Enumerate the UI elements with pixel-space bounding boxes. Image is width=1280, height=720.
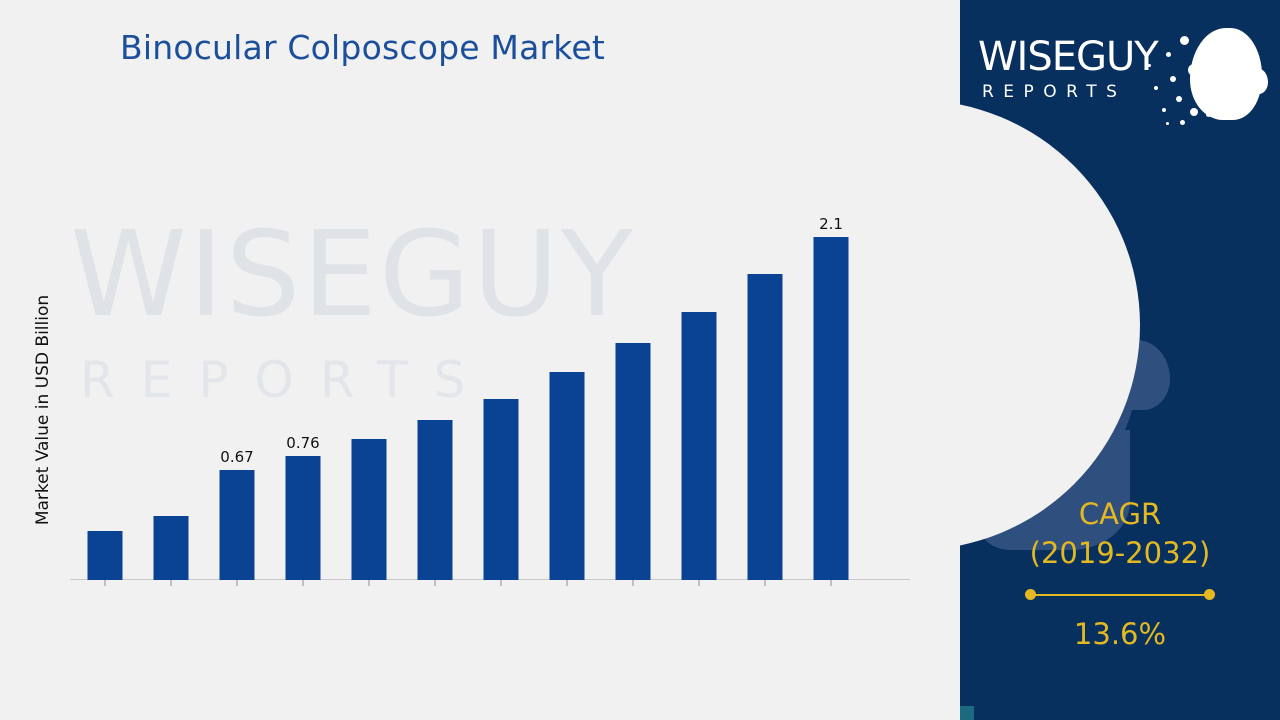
cagr-divider: [1025, 589, 1215, 601]
x-axis-tick: [632, 580, 634, 586]
y-axis-label-text: Market Value in USD Billion: [33, 294, 54, 526]
logo-wordmark: WISEGUY: [978, 34, 1159, 80]
cagr-block: CAGR (2019-2032) 13.6%: [960, 495, 1280, 651]
bar-group: [72, 180, 138, 586]
x-axis-tick: [170, 580, 172, 586]
chart-panel: Binocular Colposcope Market WISEGUY REPO…: [30, 28, 910, 586]
x-axis-tick: [434, 580, 436, 586]
bar-group: [468, 180, 534, 586]
logo-decoration-dot: [1176, 96, 1182, 102]
cagr-value: 13.6%: [1073, 617, 1167, 652]
bar-2026: [417, 420, 453, 580]
cagr-divider-line: [1031, 594, 1209, 597]
cagr-title: CAGR: [1078, 497, 1162, 531]
logo-decoration-dot: [1154, 86, 1158, 90]
x-axis-tick: [500, 580, 502, 586]
bar-group: [534, 180, 600, 586]
brand-logo: WISEGUY REPORTS: [978, 28, 1268, 125]
logo-decoration-dot: [1162, 108, 1166, 112]
x-axis-tick: [302, 580, 304, 586]
sidebar-panel: WISEGUY REPORTS CAGR (2019-2032) 13.6%: [960, 0, 1280, 720]
bar-group: [138, 180, 204, 586]
x-axis-tick: [830, 580, 832, 586]
logo-decoration-dot: [1180, 120, 1185, 125]
bar-2029: [615, 343, 651, 580]
bar-group: 0.67: [204, 180, 270, 586]
x-axis-tick: [236, 580, 238, 586]
x-axis-tick: [104, 580, 106, 586]
x-axis-tick: [368, 580, 370, 586]
bar-group: [336, 180, 402, 586]
cagr-range: (2019-2032): [1029, 536, 1211, 571]
bar-2028: [549, 372, 585, 580]
molecule-dots-decoration: [960, 130, 1010, 520]
bar-2032: [813, 237, 849, 580]
bar-2019: [153, 516, 189, 580]
bar-group: 0.76: [270, 180, 336, 586]
bar-2030: [681, 312, 717, 580]
cagr-divider-knob-left: [1025, 589, 1036, 601]
y-axis-label: Market Value in USD Billion: [30, 235, 56, 585]
logo-decoration-dot: [1166, 52, 1171, 57]
bar-2024: [285, 456, 321, 580]
bar-group: 2.1: [798, 180, 864, 586]
page-title: Binocular Colposcope Market: [120, 28, 606, 67]
x-axis-tick: [566, 580, 568, 586]
logo-decoration-dot: [1170, 76, 1176, 82]
logo-decoration-dot: [1148, 64, 1151, 67]
corner-accent: [960, 706, 974, 720]
bar-series: 201820190.6720230.7620242025202620272028…: [70, 180, 910, 586]
bar-group: [600, 180, 666, 586]
bar-group: [732, 180, 798, 586]
logo-decoration-dot: [1190, 108, 1198, 116]
bar-2031: [747, 274, 783, 580]
bar-group: [666, 180, 732, 586]
x-axis-tick: [764, 580, 766, 586]
bar-2018: [87, 531, 123, 580]
logo-decoration-dot: [1180, 36, 1189, 45]
bar-2025: [351, 439, 387, 580]
bar-2027: [483, 399, 519, 580]
logo-decoration-dot: [1166, 122, 1169, 125]
bar-group: [402, 180, 468, 586]
x-axis-tick: [698, 580, 700, 586]
logo-subtitle: REPORTS: [982, 82, 1127, 102]
cagr-divider-knob-right: [1204, 589, 1215, 601]
bar-value-label-2024: 0.76: [286, 434, 320, 452]
bar-value-label-2023: 0.67: [220, 448, 254, 466]
bar-2023: [219, 470, 255, 580]
logo-head-nose-icon: [1248, 68, 1268, 94]
bar-value-label-2032: 2.1: [819, 215, 843, 233]
